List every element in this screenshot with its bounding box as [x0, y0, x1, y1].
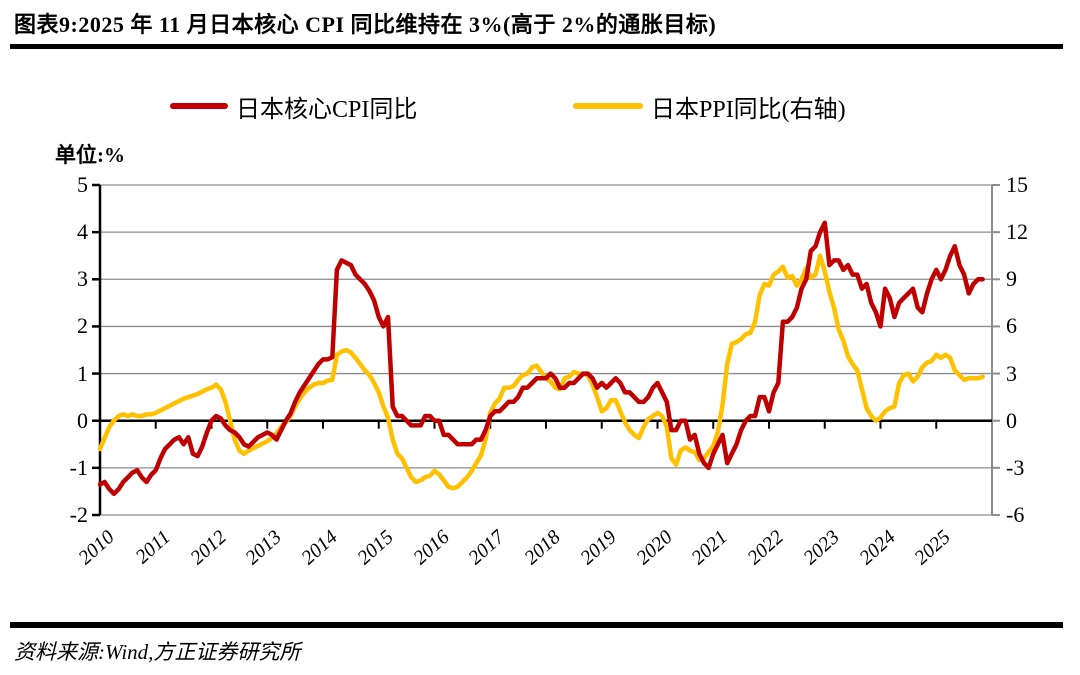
right-axis-label: 12 — [1006, 219, 1028, 245]
left-axis-label: -1 — [69, 454, 88, 480]
unit-label: 单位:% — [55, 143, 125, 167]
page-title: 图表9:2025 年 11 月日本核心 CPI 同比维持在 3%(高于 2%的通… — [14, 12, 717, 37]
cpi-line-swatch — [170, 103, 228, 109]
legend-label-cpi: 日本核心CPI同比 — [236, 96, 418, 123]
right-axis-label: -3 — [1006, 454, 1025, 480]
title-divider — [10, 44, 1063, 49]
right-axis-label: 15 — [1006, 172, 1028, 197]
left-axis-label: 2 — [77, 313, 88, 339]
right-axis-label: 9 — [1006, 266, 1017, 292]
legend-item-cpi: 日本核心CPI同比 — [170, 90, 418, 123]
right-axis-label: -6 — [1006, 502, 1025, 527]
cpi-line — [97, 220, 985, 497]
left-axis-label: 0 — [77, 407, 88, 433]
left-axis-label: 4 — [77, 219, 88, 245]
left-axis-label: 3 — [77, 266, 88, 292]
source-note: 资料来源:Wind,方正证券研究所 — [14, 640, 301, 664]
ppi-line — [97, 253, 985, 491]
footer-divider — [10, 622, 1063, 628]
left-axis-label: -2 — [69, 502, 88, 527]
left-axis-label: 5 — [77, 172, 88, 197]
right-axis-label: 6 — [1006, 313, 1017, 339]
right-axis-label: 0 — [1006, 407, 1017, 433]
legend-item-ppi: 日本PPI同比(右轴) — [573, 90, 846, 123]
legend-label-ppi: 日本PPI同比(右轴) — [651, 96, 846, 123]
right-axis-label: 3 — [1006, 360, 1017, 386]
left-axis-label: 1 — [77, 360, 88, 386]
ppi-line-swatch — [573, 103, 643, 109]
